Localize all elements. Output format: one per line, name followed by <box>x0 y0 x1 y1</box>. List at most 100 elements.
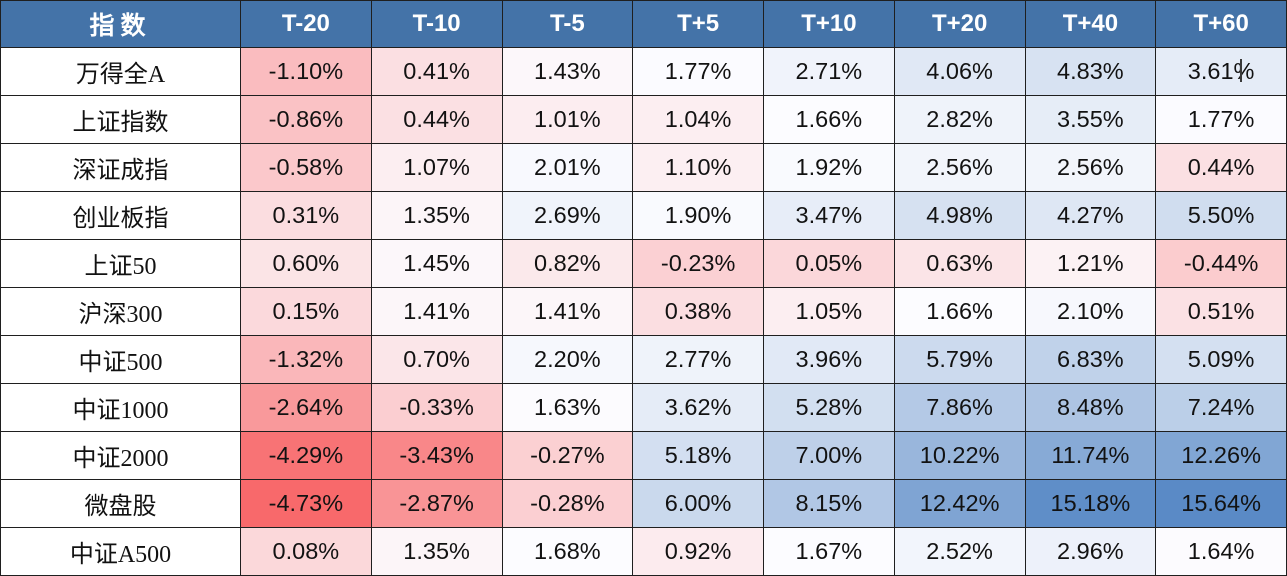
return-value-cell[interactable]: -0.27% <box>501 431 634 480</box>
index-name-cell[interactable]: 万得全A <box>0 47 241 96</box>
return-value-cell[interactable]: -4.73% <box>240 479 372 528</box>
return-value-cell[interactable]: 1.10% <box>632 143 764 192</box>
return-value-cell[interactable]: 2.69% <box>501 191 634 240</box>
return-value-cell[interactable]: 1.64% <box>1155 527 1287 576</box>
period-column-header[interactable]: T-10 <box>370 0 503 48</box>
return-value-cell[interactable]: 3.62% <box>632 383 764 432</box>
index-name-cell[interactable]: 中证2000 <box>0 431 241 480</box>
return-value-cell[interactable]: -0.23% <box>632 239 764 288</box>
index-name-cell[interactable]: 上证指数 <box>0 95 241 144</box>
return-value-cell[interactable]: 2.56% <box>1024 143 1157 192</box>
return-value-cell[interactable]: 6.00% <box>632 479 764 528</box>
return-value-cell[interactable]: 7.24% <box>1155 383 1287 432</box>
return-value-cell[interactable]: 12.26% <box>1155 431 1287 480</box>
period-column-header[interactable]: T-20 <box>240 0 372 48</box>
return-value-cell[interactable]: 2.56% <box>893 143 1026 192</box>
return-value-cell[interactable]: 6.83% <box>1024 335 1157 384</box>
return-value-cell[interactable]: -0.28% <box>501 479 634 528</box>
return-value-cell[interactable]: 2.77% <box>632 335 764 384</box>
index-name-cell[interactable]: 中证A500 <box>0 527 241 576</box>
return-value-cell[interactable]: 1.05% <box>763 287 895 336</box>
return-value-cell[interactable]: 1.41% <box>501 287 634 336</box>
return-value-cell[interactable]: 1.63% <box>501 383 634 432</box>
return-value-cell[interactable]: 2.10% <box>1024 287 1157 336</box>
return-value-cell[interactable]: 1.21% <box>1024 239 1157 288</box>
return-value-cell[interactable]: 0.51% <box>1155 287 1287 336</box>
index-name-cell[interactable]: 上证50 <box>0 239 241 288</box>
return-value-cell[interactable]: 1.43% <box>501 47 634 96</box>
return-value-cell[interactable]: -3.43% <box>370 431 503 480</box>
return-value-cell[interactable]: -0.33% <box>370 383 503 432</box>
return-value-cell[interactable]: 1.07% <box>370 143 503 192</box>
return-value-cell[interactable]: 15.18% <box>1024 479 1157 528</box>
return-value-cell[interactable]: 1.45% <box>370 239 503 288</box>
return-value-cell[interactable]: 4.83% <box>1024 47 1157 96</box>
return-value-cell[interactable]: 8.15% <box>763 479 895 528</box>
return-value-cell[interactable]: 1.90% <box>632 191 764 240</box>
return-value-cell[interactable]: 2.20% <box>501 335 634 384</box>
period-column-header[interactable]: T+5 <box>632 0 764 48</box>
return-value-cell[interactable]: 0.70% <box>370 335 503 384</box>
return-value-cell[interactable]: 4.27% <box>1024 191 1157 240</box>
return-value-cell[interactable]: 3.47% <box>763 191 895 240</box>
return-value-cell[interactable]: 4.98% <box>893 191 1026 240</box>
return-value-cell[interactable]: 4.06% <box>893 47 1026 96</box>
return-value-cell[interactable]: 5.79% <box>893 335 1026 384</box>
return-value-cell[interactable]: 2.01% <box>501 143 634 192</box>
return-value-cell[interactable]: 0.63% <box>893 239 1026 288</box>
return-value-cell[interactable]: -2.64% <box>240 383 372 432</box>
return-value-cell[interactable]: -1.32% <box>240 335 372 384</box>
return-value-cell[interactable]: 11.74% <box>1024 431 1157 480</box>
return-value-cell[interactable]: 5.09% <box>1155 335 1287 384</box>
return-value-cell[interactable]: 0.38% <box>632 287 764 336</box>
return-value-cell[interactable]: 0.31% <box>240 191 372 240</box>
period-column-header[interactable]: T+40 <box>1024 0 1157 48</box>
return-value-cell[interactable]: 1.66% <box>763 95 895 144</box>
return-value-cell[interactable]: 10.22% <box>893 431 1026 480</box>
index-name-cell[interactable]: 微盘股 <box>0 479 241 528</box>
return-value-cell[interactable]: -0.58% <box>240 143 372 192</box>
return-value-cell[interactable]: 0.92% <box>632 527 764 576</box>
return-value-cell[interactable]: 1.01% <box>501 95 634 144</box>
return-value-cell[interactable]: 7.86% <box>893 383 1026 432</box>
return-value-cell[interactable]: -0.44% <box>1155 239 1287 288</box>
return-value-cell[interactable]: 0.05% <box>763 239 895 288</box>
return-value-cell[interactable]: 12.42% <box>893 479 1026 528</box>
period-column-header[interactable]: T+10 <box>763 0 895 48</box>
return-value-cell[interactable]: 0.44% <box>1155 143 1287 192</box>
return-value-cell[interactable]: 5.28% <box>763 383 895 432</box>
return-value-cell[interactable]: 1.66% <box>893 287 1026 336</box>
return-value-cell[interactable]: 2.71% <box>763 47 895 96</box>
return-value-cell[interactable]: 7.00% <box>763 431 895 480</box>
return-value-cell[interactable]: 2.82% <box>893 95 1026 144</box>
return-value-cell[interactable]: 1.68% <box>501 527 634 576</box>
return-value-cell[interactable]: 2.96% <box>1024 527 1157 576</box>
return-value-cell[interactable]: -0.86% <box>240 95 372 144</box>
index-name-cell[interactable]: 深证成指 <box>0 143 241 192</box>
return-value-cell[interactable]: 3.55% <box>1024 95 1157 144</box>
return-value-cell[interactable]: 1.35% <box>370 191 503 240</box>
return-value-cell[interactable]: 1.35% <box>370 527 503 576</box>
return-value-cell[interactable]: 0.60% <box>240 239 372 288</box>
return-value-cell[interactable]: 8.48% <box>1024 383 1157 432</box>
return-value-cell[interactable]: 3.96% <box>763 335 895 384</box>
period-column-header[interactable]: T+20 <box>893 0 1026 48</box>
return-value-cell[interactable]: 0.08% <box>240 527 372 576</box>
index-column-header[interactable]: 指数 <box>0 0 241 48</box>
return-value-cell[interactable]: -4.29% <box>240 431 372 480</box>
index-name-cell[interactable]: 沪深300 <box>0 287 241 336</box>
return-value-cell[interactable]: -2.87% <box>370 479 503 528</box>
return-value-cell[interactable]: 1.04% <box>632 95 764 144</box>
period-column-header[interactable]: T-5 <box>501 0 634 48</box>
return-value-cell[interactable]: 1.67% <box>763 527 895 576</box>
return-value-cell[interactable]: 15.64% <box>1155 479 1287 528</box>
return-value-cell[interactable]: 5.50% <box>1155 191 1287 240</box>
return-value-cell[interactable]: 5.18% <box>632 431 764 480</box>
return-value-cell[interactable]: -1.10% <box>240 47 372 96</box>
return-value-cell[interactable]: 1.77% <box>632 47 764 96</box>
return-value-cell[interactable]: 1.77% <box>1155 95 1287 144</box>
return-value-cell[interactable]: 0.41% <box>370 47 503 96</box>
index-name-cell[interactable]: 创业板指 <box>0 191 241 240</box>
return-value-cell[interactable]: 1.92% <box>763 143 895 192</box>
index-name-cell[interactable]: 中证500 <box>0 335 241 384</box>
